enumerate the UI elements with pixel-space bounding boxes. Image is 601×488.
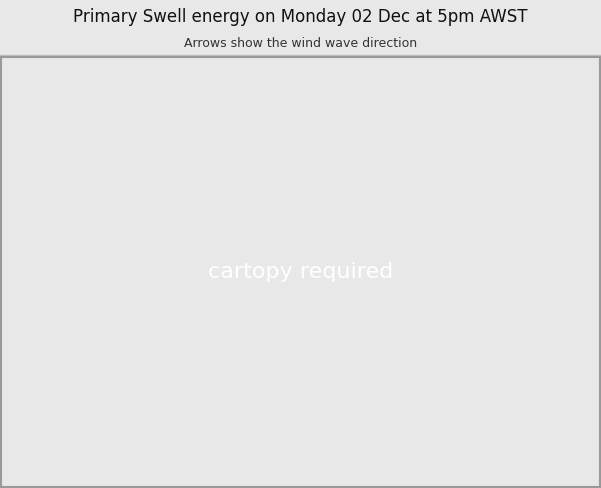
Text: Arrows show the wind wave direction: Arrows show the wind wave direction — [184, 37, 417, 50]
Text: Primary Swell energy on Monday 02 Dec at 5pm AWST: Primary Swell energy on Monday 02 Dec at… — [73, 8, 528, 26]
Text: cartopy required: cartopy required — [208, 262, 393, 282]
